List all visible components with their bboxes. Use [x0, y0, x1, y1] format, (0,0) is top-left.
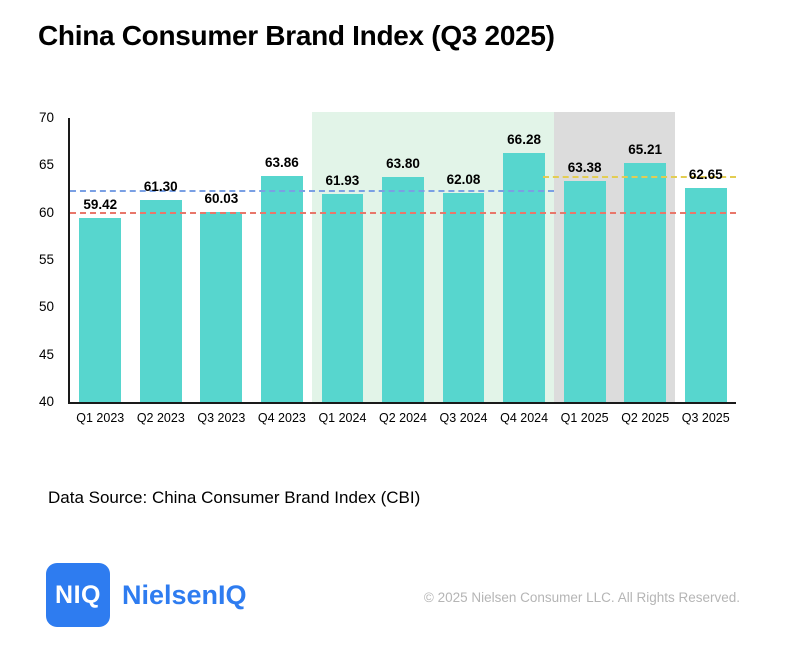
x-axis-label: Q3 2025: [681, 411, 730, 425]
bar: [139, 200, 182, 402]
copyright-text: © 2025 Nielsen Consumer LLC. All Rights …: [423, 590, 740, 605]
plot-area: 59.42 Q1 2023 61.30 Q2 2023 60.03 Q3 2023 63.8…: [68, 112, 736, 425]
y-axis-label: 40: [38, 394, 54, 409]
y-axis-label: 60: [38, 204, 54, 220]
bar-value-label: 62.65: [688, 166, 723, 182]
data-source-note: Data Source: China Consumer Brand Index …: [48, 488, 421, 507]
y-axis-label: 55: [38, 252, 54, 267]
y-axis: 40 45 50 55 60 65 70: [0, 110, 62, 409]
x-axis-label: Q2 2024: [379, 411, 427, 425]
bar: [684, 187, 727, 402]
bar: [261, 176, 303, 402]
reference-line: [542, 176, 736, 179]
x-axis-label: Q1 2025: [560, 411, 609, 425]
bar-chart: 40 45 50 55 60 65 70 59.42 Q1 2023 61.30 Q2 2023 6…: [0, 110, 736, 425]
x-axis-label: Q2 2025: [621, 411, 670, 425]
bar: [624, 163, 667, 402]
bar: [442, 192, 485, 402]
bar: [79, 218, 122, 402]
brand-name: NielsenIQ: [122, 580, 247, 610]
bar-value-label: 60.03: [204, 191, 239, 207]
bar-value-label: 62.08: [446, 171, 481, 187]
bar: [200, 212, 243, 402]
bar-value-label: 63.80: [386, 155, 420, 171]
reference-line: [70, 189, 555, 192]
x-axis-label: Q4 2024: [500, 411, 549, 425]
bar: [503, 153, 545, 402]
reference-line: [70, 211, 736, 214]
x-axis-label: Q3 2023: [197, 411, 246, 425]
x-axis-label: Q1 2024: [318, 411, 367, 425]
bar-value-label: 59.42: [83, 197, 118, 213]
y-axis-label: 65: [38, 157, 54, 173]
bar: [563, 180, 606, 402]
nielseniq-logo-icon: NIQ: [46, 563, 110, 627]
bar-value-label: 65.21: [628, 142, 663, 158]
y-axis-label: 45: [38, 346, 54, 362]
y-axis-label: 70: [38, 110, 54, 125]
bar-value-label: 66.28: [507, 132, 541, 148]
bar-value-label: 61.93: [325, 173, 360, 189]
bar-value-label: 63.86: [264, 155, 299, 171]
bar: [321, 194, 364, 402]
y-axis-label: 50: [38, 299, 54, 315]
x-axis-label: Q1 2023: [76, 411, 125, 425]
bar-value-label: 63.38: [567, 159, 602, 175]
x-axis-label: Q3 2024: [439, 411, 488, 425]
page-title: China Consumer Brand Index (Q3 2025): [38, 20, 555, 51]
x-axis-label: Q2 2023: [136, 411, 185, 425]
bar: [382, 176, 424, 402]
bar-value-label: 61.30: [143, 179, 178, 195]
x-axis-label: Q4 2023: [257, 411, 306, 425]
